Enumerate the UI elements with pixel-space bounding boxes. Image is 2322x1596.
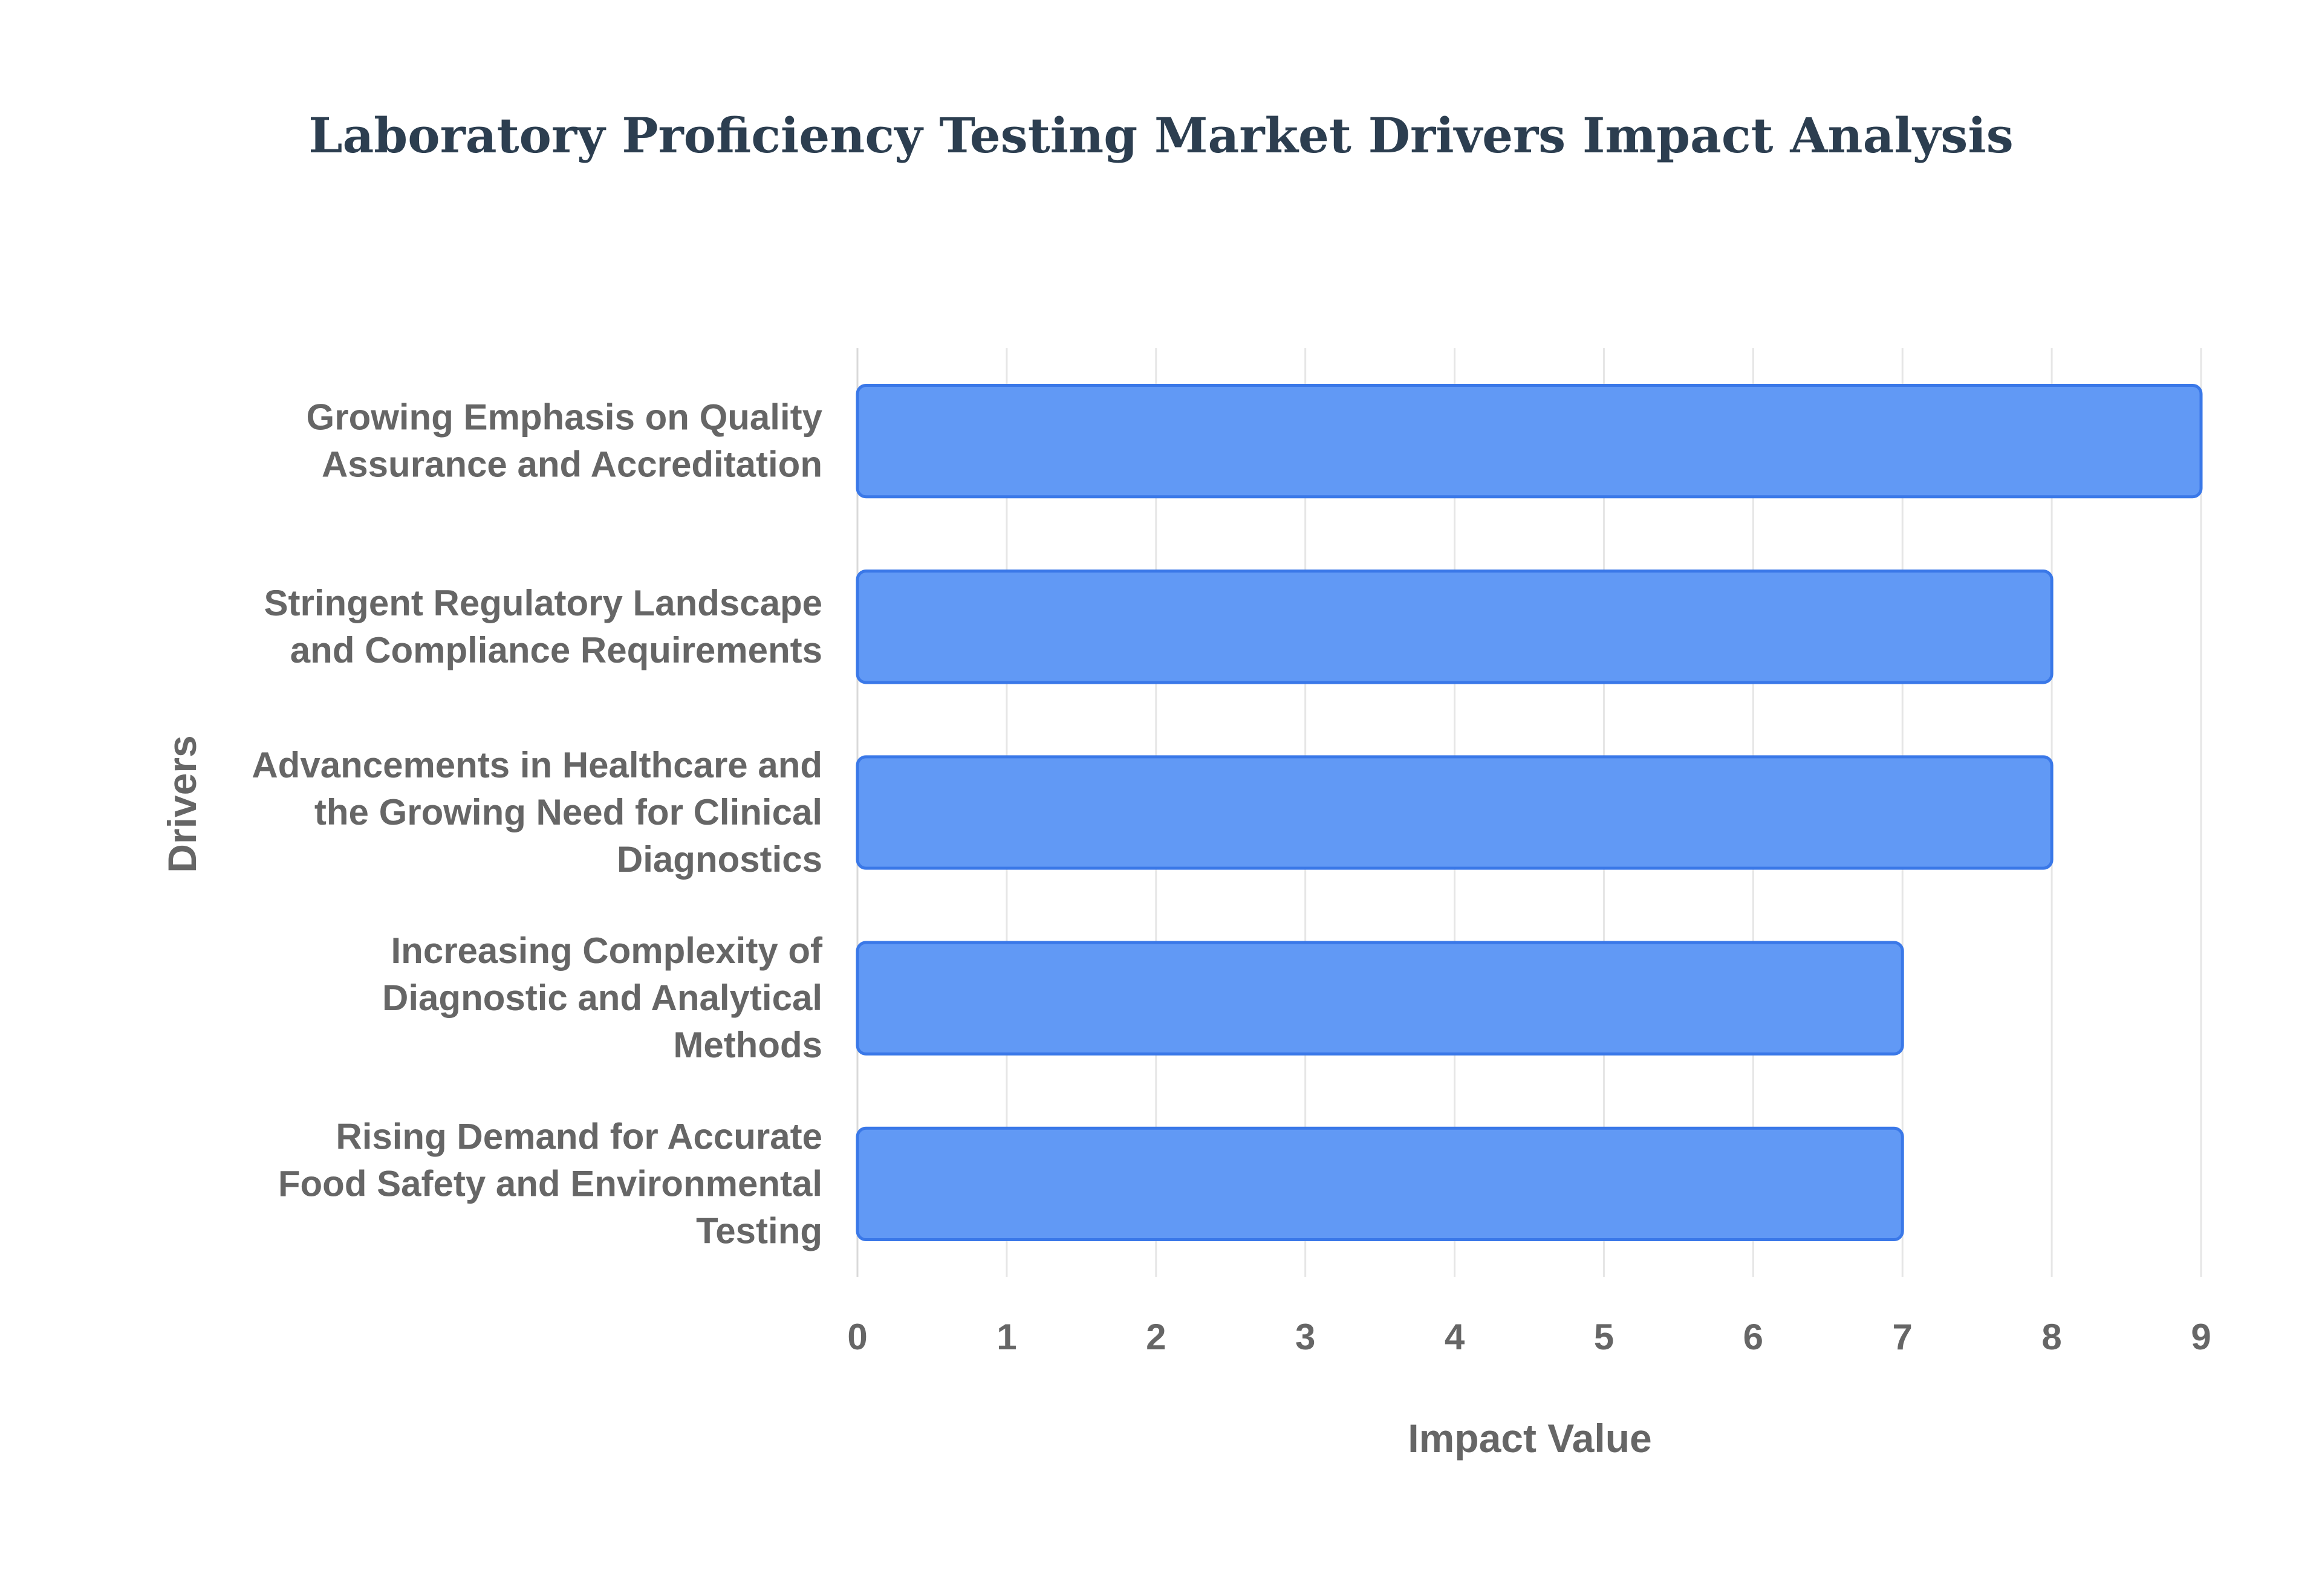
x-tick-label: 8 bbox=[2041, 1317, 2061, 1357]
category-label: Increasing Complexity of Diagnostic and A… bbox=[382, 930, 823, 1065]
x-tick-label: 7 bbox=[1893, 1317, 1913, 1357]
x-tick-label: 6 bbox=[1743, 1317, 1763, 1357]
x-tick-label: 3 bbox=[1295, 1317, 1315, 1357]
category-label-line: Diagnostics bbox=[617, 839, 822, 880]
category-label-line: Stringent Regulatory Landscape bbox=[264, 583, 823, 623]
category-label-line: Diagnostic and Analytical bbox=[382, 978, 822, 1018]
bar bbox=[856, 755, 2054, 870]
x-tick-label: 2 bbox=[1146, 1317, 1166, 1357]
category-label: Stringent Regulatory Landscape and Compli… bbox=[264, 583, 823, 670]
category-label-line: Testing bbox=[696, 1210, 822, 1251]
category-label-line: Assurance and Accreditation bbox=[322, 444, 822, 485]
category-label-line: Rising Demand for Accurate bbox=[336, 1116, 822, 1156]
chart-title: Laboratory Proficiency Testing Market Dr… bbox=[308, 107, 2014, 164]
x-tick-label: 1 bbox=[997, 1317, 1016, 1357]
category-label-line: Advancements in Healthcare and bbox=[252, 745, 822, 785]
bar bbox=[856, 1126, 1904, 1242]
category-label: Growing Emphasis on Quality Assurance and… bbox=[307, 397, 823, 485]
x-tick-labels: 0 1 2 3 4 5 6 7 8 9 bbox=[847, 1317, 2211, 1357]
x-tick-label: 9 bbox=[2191, 1317, 2211, 1357]
x-tick-label: 4 bbox=[1445, 1317, 1465, 1357]
category-label-line: and Compliance Requirements bbox=[290, 630, 822, 670]
category-label-line: the Growing Need for Clinical bbox=[314, 792, 822, 832]
bar bbox=[856, 569, 2054, 684]
y-axis-title: Drivers bbox=[160, 735, 204, 873]
x-tick-label: 0 bbox=[847, 1317, 867, 1357]
category-label: Advancements in Healthcare and the Growin… bbox=[252, 745, 822, 880]
category-label-line: Methods bbox=[673, 1025, 822, 1065]
bar bbox=[856, 941, 1904, 1056]
bar bbox=[856, 383, 2203, 499]
category-label: Rising Demand for Accurate Food Safety an… bbox=[278, 1116, 822, 1251]
bars bbox=[856, 383, 2203, 1242]
category-label-line: Growing Emphasis on Quality bbox=[307, 397, 823, 438]
category-labels: Growing Emphasis on Quality Assurance and… bbox=[252, 397, 823, 1251]
x-axis-title: Impact Value bbox=[1408, 1416, 1652, 1461]
category-label-line: Food Safety and Environmental bbox=[278, 1163, 822, 1204]
x-tick-label: 5 bbox=[1594, 1317, 1614, 1357]
category-label-line: Increasing Complexity of bbox=[391, 930, 824, 971]
